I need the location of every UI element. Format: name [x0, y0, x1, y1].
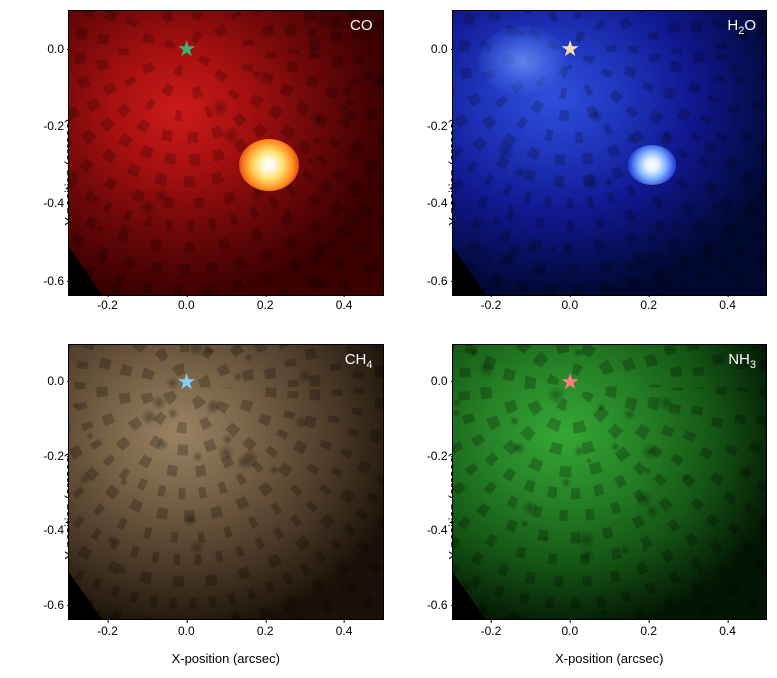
x-tick: -0.2 [481, 298, 502, 312]
x-tick: 0.4 [719, 624, 736, 638]
y-tick: -0.2 [43, 119, 64, 133]
y-tick: -0.2 [43, 449, 64, 463]
y-tick: -0.6 [43, 598, 64, 612]
x-ticks: -0.2 0.0 0.2 0.4 [452, 296, 768, 314]
y-ticks: 0.0 -0.2 -0.4 -0.6 [32, 10, 68, 296]
x-tick: 0.4 [719, 298, 736, 312]
y-tick: -0.6 [427, 598, 448, 612]
plot-co: ★ CO [68, 10, 384, 296]
x-tick: 0.0 [561, 298, 578, 312]
x-tick: 0.0 [178, 298, 195, 312]
y-tick: 0.0 [431, 42, 448, 56]
y-tick: 0.0 [47, 374, 64, 388]
x-tick: 0.0 [561, 624, 578, 638]
panel-nh3: Y-position (arcsec)0.0-0.2-0.4-0.6-0.20.… [394, 344, 768, 668]
x-tick: 0.2 [640, 298, 657, 312]
star-marker-icon: ★ [177, 38, 197, 60]
y-tick: -0.4 [43, 196, 64, 210]
plot-nh3: ★ NH3 [452, 344, 768, 620]
x-tick: 0.4 [336, 298, 353, 312]
y-tick: -0.6 [43, 274, 64, 288]
x-tick: -0.2 [481, 624, 502, 638]
y-tick: -0.2 [427, 449, 448, 463]
figure-grid: Y-position (arcsec)0.0-0.2-0.4-0.6-0.20.… [0, 0, 777, 678]
x-axis-label: X-position (arcsec) [452, 651, 768, 666]
molecule-label-h2o: H2O [727, 17, 756, 37]
noise-layer [69, 11, 383, 295]
noise-layer [453, 345, 767, 619]
x-tick: 0.4 [336, 624, 353, 638]
y-tick: 0.0 [431, 374, 448, 388]
x-ticks: -0.2 0.0 0.2 0.4 [68, 622, 384, 640]
y-tick: -0.2 [427, 119, 448, 133]
panel-h2o: Y-position (arcsec)0.0-0.2-0.4-0.6-0.20.… [394, 10, 768, 334]
x-axis-label: X-position (arcsec) [68, 651, 384, 666]
y-tick: -0.4 [427, 196, 448, 210]
y-ticks: 0.0 -0.2 -0.4 -0.6 [416, 10, 452, 296]
plot-ch4: ★ CH4 [68, 344, 384, 620]
molecule-label-ch4: CH4 [345, 351, 373, 371]
point-source [239, 139, 299, 191]
x-ticks: -0.2 0.0 0.2 0.4 [68, 296, 384, 314]
x-tick: 0.2 [257, 624, 274, 638]
y-tick: -0.6 [427, 274, 448, 288]
point-source [628, 145, 676, 185]
star-marker-icon: ★ [560, 371, 580, 393]
x-tick: -0.2 [97, 298, 118, 312]
x-tick: -0.2 [97, 624, 118, 638]
bright-region [478, 26, 568, 96]
plot-h2o: ★ H2O [452, 10, 768, 296]
panel-co: Y-position (arcsec)0.0-0.2-0.4-0.6-0.20.… [10, 10, 384, 334]
noise-layer [69, 345, 383, 619]
y-ticks: 0.0 -0.2 -0.4 -0.6 [32, 344, 68, 620]
y-tick: -0.4 [427, 523, 448, 537]
y-tick: 0.0 [47, 42, 64, 56]
x-tick: 0.2 [257, 298, 274, 312]
panel-ch4: Y-position (arcsec)0.0-0.2-0.4-0.6-0.20.… [10, 344, 384, 668]
x-tick: 0.0 [178, 624, 195, 638]
x-tick: 0.2 [640, 624, 657, 638]
y-ticks: 0.0 -0.2 -0.4 -0.6 [416, 344, 452, 620]
molecule-label-co: CO [350, 17, 373, 34]
x-ticks: -0.2 0.0 0.2 0.4 [452, 622, 768, 640]
star-marker-icon: ★ [177, 371, 197, 393]
y-tick: -0.4 [43, 523, 64, 537]
molecule-label-nh3: NH3 [728, 351, 756, 371]
star-marker-icon: ★ [560, 38, 580, 60]
